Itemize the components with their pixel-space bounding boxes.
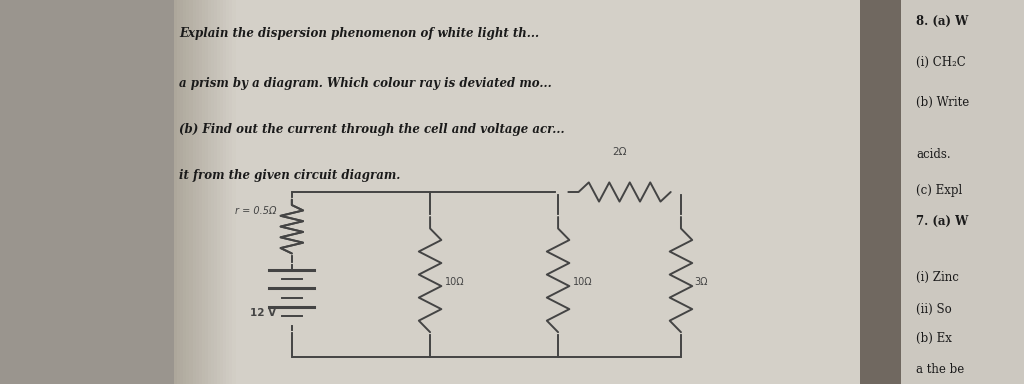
FancyBboxPatch shape: [196, 0, 199, 384]
FancyBboxPatch shape: [180, 0, 183, 384]
FancyBboxPatch shape: [183, 0, 186, 384]
Text: it from the given circuit diagram.: it from the given circuit diagram.: [179, 169, 400, 182]
FancyBboxPatch shape: [189, 0, 193, 384]
FancyBboxPatch shape: [177, 0, 180, 384]
Text: (b) Ex: (b) Ex: [916, 332, 952, 345]
Text: 3Ω: 3Ω: [694, 277, 708, 287]
Text: (b) Find out the current through the cell and voltage acr...: (b) Find out the current through the cel…: [179, 123, 565, 136]
FancyBboxPatch shape: [0, 0, 174, 384]
FancyBboxPatch shape: [226, 0, 229, 384]
Text: a prism by a diagram. Which colour ray is deviated mo...: a prism by a diagram. Which colour ray i…: [179, 77, 552, 90]
FancyBboxPatch shape: [901, 0, 1024, 384]
FancyBboxPatch shape: [174, 0, 177, 384]
FancyBboxPatch shape: [205, 0, 208, 384]
Text: (ii) So: (ii) So: [916, 303, 952, 316]
FancyBboxPatch shape: [214, 0, 217, 384]
FancyBboxPatch shape: [223, 0, 226, 384]
FancyBboxPatch shape: [202, 0, 205, 384]
Text: 10Ω: 10Ω: [573, 277, 593, 287]
Text: 7. (a) W: 7. (a) W: [916, 215, 969, 228]
FancyBboxPatch shape: [217, 0, 220, 384]
FancyBboxPatch shape: [229, 0, 232, 384]
FancyBboxPatch shape: [208, 0, 211, 384]
FancyBboxPatch shape: [193, 0, 196, 384]
Text: 8. (a) W: 8. (a) W: [916, 15, 969, 28]
Text: 2Ω: 2Ω: [612, 147, 627, 157]
FancyBboxPatch shape: [211, 0, 214, 384]
Text: r = 0.5Ω: r = 0.5Ω: [234, 206, 276, 216]
FancyBboxPatch shape: [199, 0, 202, 384]
FancyBboxPatch shape: [220, 0, 223, 384]
Text: (c) Expl: (c) Expl: [916, 184, 963, 197]
Text: acids.: acids.: [916, 148, 951, 161]
FancyBboxPatch shape: [174, 0, 860, 384]
FancyBboxPatch shape: [186, 0, 189, 384]
Text: (b) Write: (b) Write: [916, 96, 970, 109]
Text: a the be: a the be: [916, 363, 965, 376]
Text: (i) CH₂C: (i) CH₂C: [916, 56, 967, 69]
Text: 12 V: 12 V: [250, 308, 276, 318]
Text: Explain the dispersion phenomenon of white light th...: Explain the dispersion phenomenon of whi…: [179, 27, 540, 40]
Text: (i) Zinc: (i) Zinc: [916, 271, 959, 284]
Text: 10Ω: 10Ω: [445, 277, 465, 287]
FancyBboxPatch shape: [860, 0, 901, 384]
